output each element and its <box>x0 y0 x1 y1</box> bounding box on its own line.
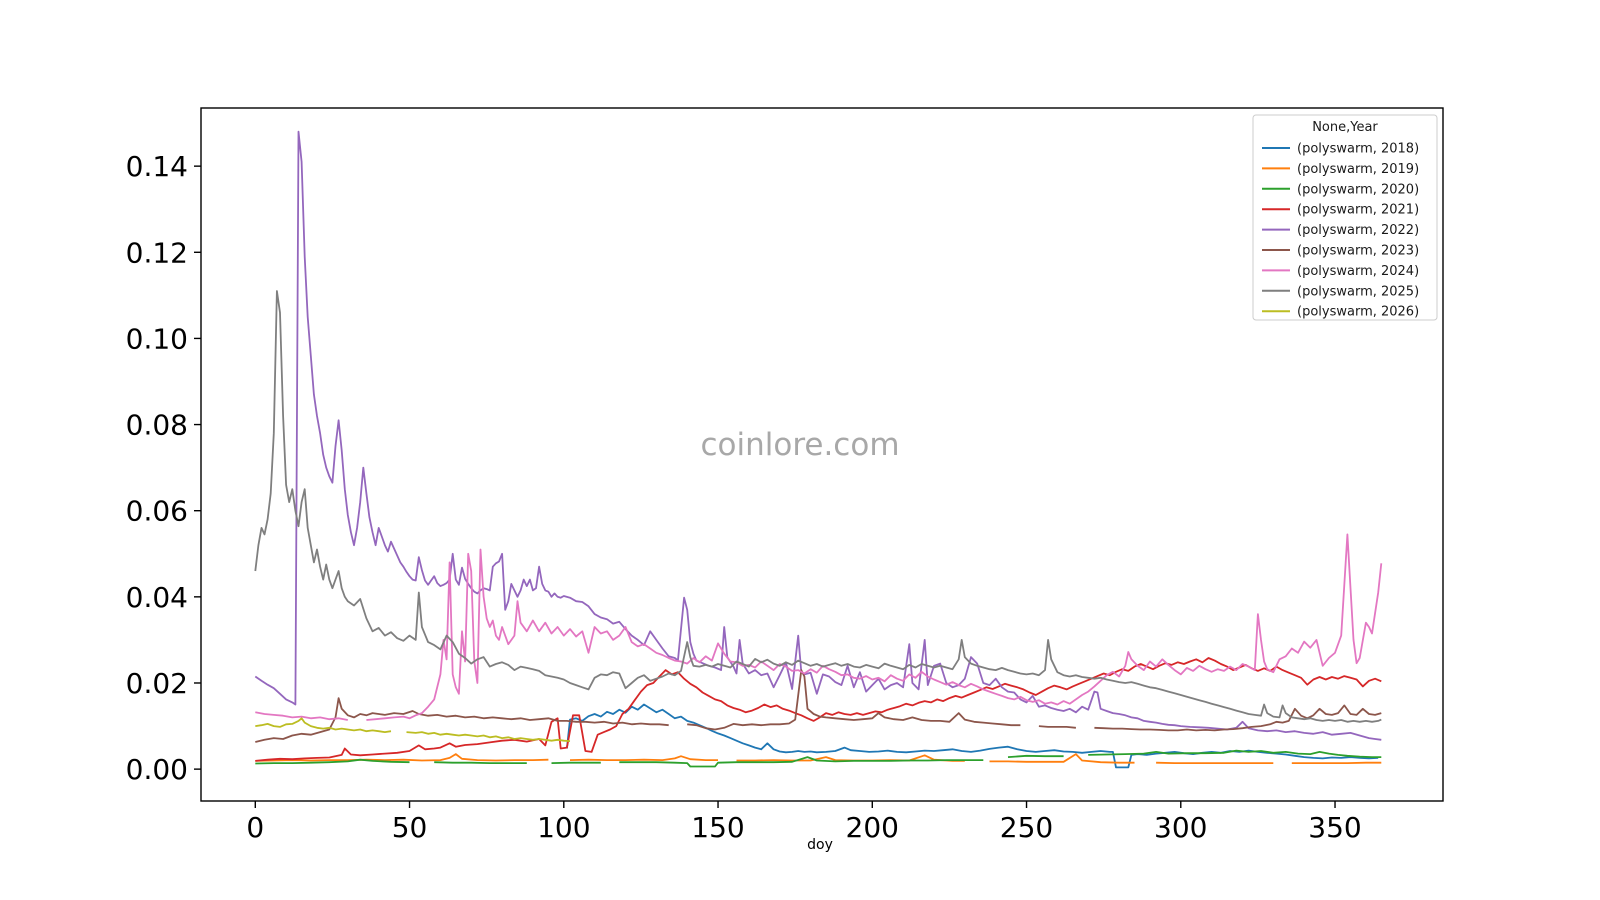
series-line-polyswarm-2026 <box>255 717 392 733</box>
plot-border <box>200 107 1444 802</box>
series-line-polyswarm-2020 <box>1088 749 1382 758</box>
legend-box <box>1252 114 1438 321</box>
series-line-polyswarm-2020 <box>619 756 984 768</box>
x-tick-label: 150 <box>691 811 744 844</box>
series-polyswarm-2023 <box>255 669 1382 743</box>
legend-label-polyswarm-2026: (polyswarm, 2026) <box>1297 305 1419 320</box>
series-line-polyswarm-2019 <box>989 753 1135 764</box>
x-tick-label: 100 <box>537 811 590 844</box>
series-lines <box>254 130 1383 769</box>
legend-label-polyswarm-2023: (polyswarm, 2023) <box>1297 244 1419 259</box>
x-axis: 0 50 100 150 200 250 300 350 <box>246 801 1362 844</box>
series-polyswarm-2026 <box>255 717 571 742</box>
series-line-polyswarm-2019 <box>255 753 549 762</box>
y-tick-label: 0.06 <box>126 495 188 528</box>
series-line-polyswarm-2021 <box>255 657 1382 762</box>
y-tick-label: 0.08 <box>126 409 188 442</box>
series-line-polyswarm-2020 <box>1007 754 1064 758</box>
series-line-polyswarm-2020 <box>255 758 410 765</box>
series-line-polyswarm-2022 <box>254 130 1382 741</box>
series-polyswarm-2022 <box>254 130 1382 741</box>
x-tick-label: 0 <box>246 811 264 844</box>
x-tick-label: 300 <box>1154 811 1207 844</box>
series-polyswarm-2020 <box>255 749 1382 768</box>
watermark: coinlore.com <box>700 427 899 463</box>
legend-label-polyswarm-2021: (polyswarm, 2021) <box>1297 203 1419 218</box>
series-line-polyswarm-2024 <box>366 533 1383 721</box>
y-tick-label: 0.10 <box>126 322 188 355</box>
legend-label-polyswarm-2024: (polyswarm, 2024) <box>1297 264 1419 279</box>
legend: None,Year (polyswarm, 2018) (polyswarm, 20… <box>1252 114 1438 321</box>
series-line-polyswarm-2025 <box>254 290 1382 723</box>
x-tick-label: 250 <box>1000 811 1053 844</box>
series-line-polyswarm-2019 <box>569 755 718 761</box>
legend-label-polyswarm-2020: (polyswarm, 2020) <box>1297 182 1419 197</box>
x-tick-label: 50 <box>392 811 428 844</box>
series-line-polyswarm-2023 <box>1094 704 1382 732</box>
y-tick-label: 0.00 <box>126 753 188 786</box>
series-line-polyswarm-2020 <box>434 761 527 764</box>
x-axis-label: doy <box>807 837 833 853</box>
y-axis: 0.00 0.02 0.04 0.06 0.08 0.10 0.12 0.14 <box>126 150 201 786</box>
series-line-polyswarm-2024 <box>255 711 348 721</box>
x-tick-label: 350 <box>1308 811 1361 844</box>
y-tick-label: 0.12 <box>126 236 188 269</box>
legend-label-polyswarm-2025: (polyswarm, 2025) <box>1297 284 1419 299</box>
legend-label-polyswarm-2019: (polyswarm, 2019) <box>1297 162 1419 177</box>
legend-label-polyswarm-2022: (polyswarm, 2022) <box>1297 223 1419 238</box>
series-line-polyswarm-2023 <box>1038 725 1076 729</box>
x-tick-label: 200 <box>846 811 899 844</box>
y-tick-label: 0.04 <box>126 581 188 614</box>
series-polyswarm-2021 <box>255 657 1382 762</box>
series-line-polyswarm-2026 <box>406 731 571 742</box>
y-tick-label: 0.02 <box>126 667 188 700</box>
series-polyswarm-2025 <box>254 290 1382 723</box>
series-polyswarm-2019 <box>255 753 1382 764</box>
legend-label-polyswarm-2018: (polyswarm, 2018) <box>1297 142 1419 157</box>
y-tick-label: 0.14 <box>126 150 188 183</box>
series-polyswarm-2024 <box>255 533 1383 721</box>
legend-title: None,Year <box>1312 120 1378 135</box>
series-line-polyswarm-2023 <box>687 669 1021 731</box>
